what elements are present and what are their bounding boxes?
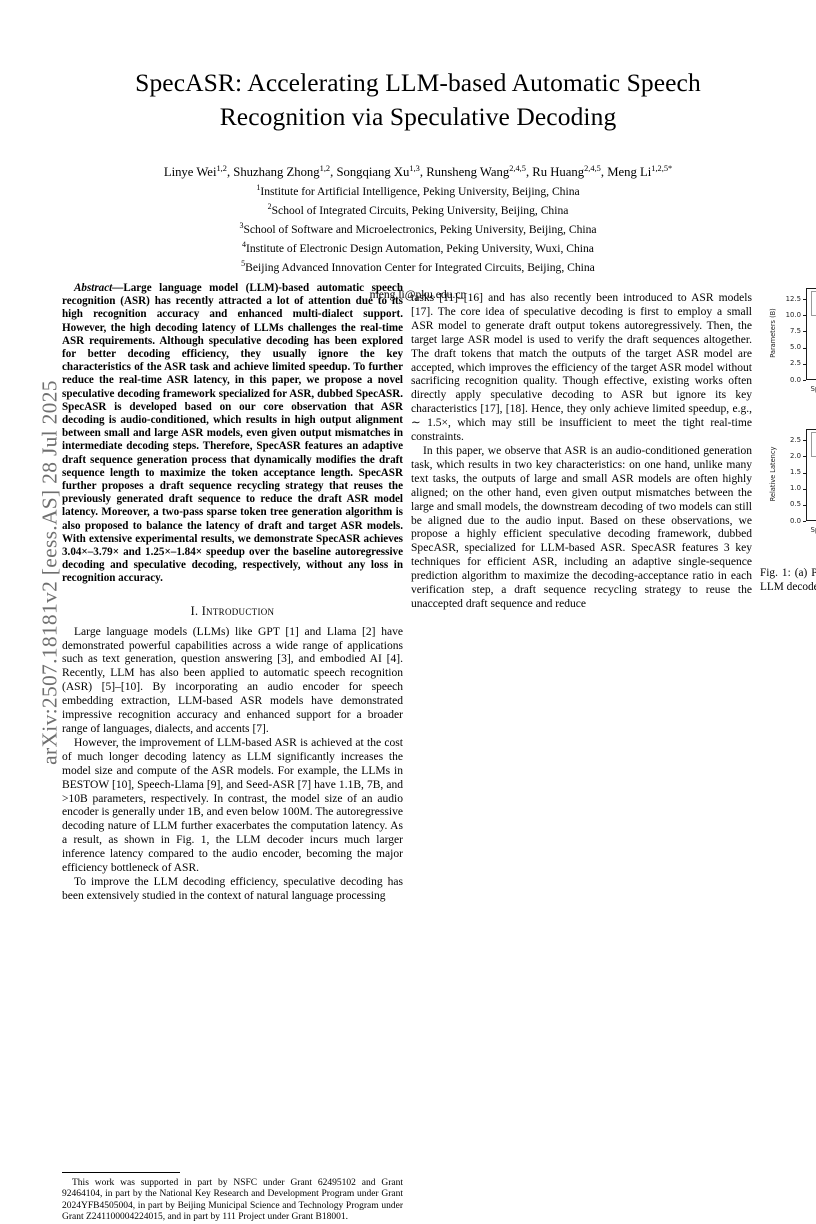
y-tick-label: 2.0: [790, 451, 801, 460]
paper-page: SpecASR: Accelerating LLM-based Automati…: [62, 0, 816, 1222]
body-paragraph: However, the improvement of LLM-based AS…: [62, 736, 403, 875]
y-tick-label: 0.0: [790, 375, 801, 384]
chart-legend: Audio encoderLLM decoder: [811, 291, 816, 316]
abstract-text: Large language model (LLM)-based automat…: [62, 282, 403, 585]
affiliation-list: 1Institute for Artificial Intelligence, …: [62, 180, 774, 275]
y-tick-mark: [803, 504, 806, 506]
left-column-paragraphs: Large language models (LLMs) like GPT [1…: [62, 626, 403, 904]
affiliation-5: 5Beijing Advanced Innovation Center for …: [241, 259, 595, 275]
page-title: SpecASR: Accelerating LLM-based Automati…: [135, 68, 701, 131]
footnote-text: This work was supported in part by NSFC …: [62, 1178, 403, 1223]
chart-legend: Audio encoderLLM decoder: [811, 432, 816, 457]
abstract-paragraph: Abstract—Large language model (LLM)-base…: [62, 282, 403, 586]
subcaption-a: (a): [760, 407, 816, 419]
plot-area: [806, 288, 816, 380]
y-tick-label: 1.0: [790, 484, 801, 493]
y-tick-mark: [803, 347, 806, 349]
y-tick-label: 10.0: [785, 310, 801, 319]
title-block: SpecASR: Accelerating LLM-based Automati…: [62, 0, 774, 302]
chart-parameter-ratio: Parameters (B)0.02.55.07.510.012.5Speech…: [760, 282, 816, 406]
abstract-lead: Abstract—: [74, 282, 124, 294]
arxiv-stamp-text: arXiv:2507.18181v2 [eess.AS] 28 Jul 2025: [37, 380, 62, 765]
right-column: Parameters (B)0.02.55.07.510.012.5Speech…: [411, 282, 816, 612]
chart-b-wrapper: Relative Latency0.00.51.01.52.02.5Speech…: [760, 423, 816, 560]
figure-caption: Fig. 1: (a) Parameter ratio and (b) rela…: [760, 567, 816, 593]
y-tick-mark: [803, 521, 806, 522]
right-column-paragraphs: tasks [11]–[16] and has also recently be…: [411, 292, 752, 612]
y-tick-label: 2.5: [790, 435, 801, 444]
plot-area: [806, 429, 816, 521]
y-tick-mark: [803, 363, 806, 365]
two-column-body: Abstract—Large language model (LLM)-base…: [62, 282, 816, 1222]
y-tick-label: 5.0: [790, 343, 801, 352]
y-tick-mark: [803, 380, 806, 381]
funding-footnote: This work was supported in part by NSFC …: [62, 1172, 403, 1224]
y-tick-mark: [803, 315, 806, 317]
y-tick-mark: [803, 299, 806, 300]
section-heading-introduction: I. Introduction: [190, 603, 275, 618]
body-paragraph: tasks [11]–[16] and has also recently be…: [411, 292, 752, 444]
footnote-rule: [62, 1172, 180, 1173]
y-tick-label: 12.5: [785, 294, 801, 303]
y-tick-mark: [803, 488, 806, 490]
subcaption-b: (b): [760, 548, 816, 560]
affiliation-4: 4Institute of Electronic Design Automati…: [242, 240, 594, 256]
chart-relative-latency: Relative Latency0.00.51.01.52.02.5Speech…: [760, 423, 816, 547]
y-tick-mark: [803, 456, 806, 458]
body-paragraph: To improve the LLM decoding efficiency, …: [62, 875, 403, 902]
contact-email[interactable]: meng.li@pku.edu.cn: [369, 287, 467, 301]
affiliation-2: 2School of Integrated Circuits, Peking U…: [267, 202, 569, 218]
y-tick-mark: [803, 472, 806, 474]
arxiv-stamp: arXiv:2507.18181v2 [eess.AS] 28 Jul 2025: [0, 0, 62, 1056]
y-tick-label: 1.5: [790, 468, 801, 477]
y-tick-label: 0.5: [790, 500, 801, 509]
y-tick-label: 7.5: [790, 326, 801, 335]
y-tick-label: 2.5: [790, 359, 801, 368]
figure-1: Parameters (B)0.02.55.07.510.012.5Speech…: [760, 282, 816, 594]
left-column: Abstract—Large language model (LLM)-base…: [62, 282, 403, 904]
x-tick-label: Speech-Llama: [810, 526, 816, 534]
author-list: Linye Wei1,2, Shuzhang Zhong1,2, Songqia…: [163, 164, 673, 180]
y-tick-mark: [803, 440, 806, 442]
affiliation-3: 3School of Software and Microelectronics…: [239, 221, 597, 237]
chart-a-wrapper: Parameters (B)0.02.55.07.510.012.5Speech…: [760, 282, 816, 419]
affiliation-1: 1Institute for Artificial Intelligence, …: [256, 183, 580, 199]
y-tick-label: 0.0: [790, 516, 801, 525]
body-paragraph: In this paper, we observe that ASR is an…: [411, 444, 752, 610]
x-tick-label: Speech-Llama: [810, 385, 816, 393]
y-tick-mark: [803, 331, 806, 333]
body-paragraph: Large language models (LLMs) like GPT [1…: [62, 625, 403, 736]
